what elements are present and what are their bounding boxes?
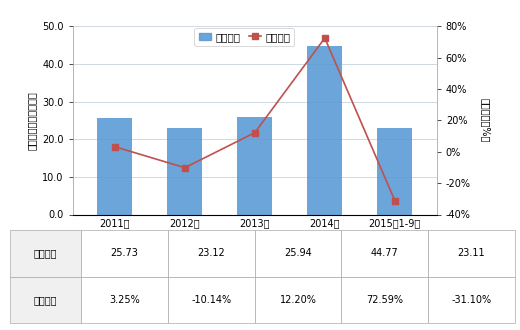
Bar bbox=[254, 277, 341, 323]
Bar bbox=[168, 277, 254, 323]
Text: 25.94: 25.94 bbox=[284, 248, 312, 258]
Text: 出口金额: 出口金额 bbox=[34, 248, 57, 258]
Y-axis label: 同比增速（%）: 同比增速（%） bbox=[480, 98, 490, 143]
Text: 12.20%: 12.20% bbox=[279, 295, 316, 305]
Bar bbox=[81, 277, 168, 323]
Text: 25.73: 25.73 bbox=[110, 248, 138, 258]
Bar bbox=[167, 127, 202, 214]
Bar bbox=[237, 117, 272, 214]
Bar bbox=[307, 46, 342, 214]
Text: 同比增长: 同比增长 bbox=[34, 295, 57, 305]
Bar bbox=[428, 277, 515, 323]
Bar bbox=[168, 230, 254, 277]
Text: -10.14%: -10.14% bbox=[191, 295, 231, 305]
Bar bbox=[341, 230, 428, 277]
Bar bbox=[81, 230, 168, 277]
Text: 72.59%: 72.59% bbox=[366, 295, 403, 305]
Text: 23.11: 23.11 bbox=[458, 248, 485, 258]
Y-axis label: 出口金额（百万美元）: 出口金额（百万美元） bbox=[27, 91, 37, 150]
Text: 23.12: 23.12 bbox=[197, 248, 225, 258]
Bar bbox=[97, 118, 132, 214]
Bar bbox=[341, 277, 428, 323]
Bar bbox=[10, 230, 81, 277]
Bar bbox=[378, 128, 412, 214]
Text: -31.10%: -31.10% bbox=[451, 295, 491, 305]
Bar bbox=[254, 230, 341, 277]
Bar bbox=[428, 230, 515, 277]
Text: 44.77: 44.77 bbox=[371, 248, 398, 258]
Bar bbox=[10, 277, 81, 323]
Text: 3.25%: 3.25% bbox=[109, 295, 140, 305]
Legend: 出口金额, 同比增长: 出口金额, 同比增长 bbox=[194, 28, 294, 46]
